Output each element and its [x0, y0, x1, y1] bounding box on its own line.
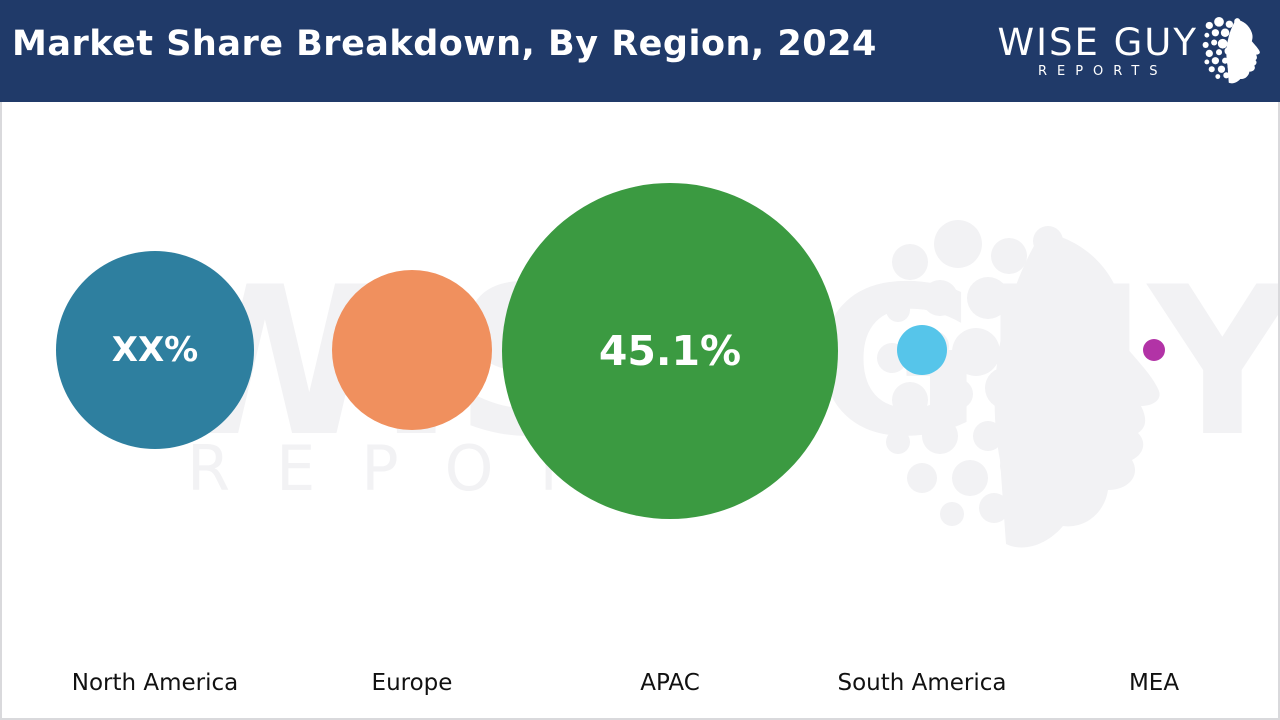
- category-label-apac: APAC: [640, 670, 700, 696]
- bubble-value-label: 45.1%: [598, 327, 742, 375]
- category-label-europe: Europe: [371, 670, 453, 696]
- watermark-face-icon: [877, 220, 1160, 548]
- header-bar: Market Share Breakdown, By Region, 2024 …: [0, 0, 1280, 102]
- category-label-mea: MEA: [1128, 670, 1180, 696]
- category-label-north-america: North America: [71, 670, 239, 696]
- logo-name-text: WISE GUY: [997, 21, 1198, 64]
- bubble-europe: [332, 270, 492, 430]
- bubble-mea: [1143, 339, 1165, 361]
- wiseguy-wordmark: WISE GUY REPORTS: [998, 24, 1198, 78]
- bubble-north-america: XX%: [56, 251, 254, 449]
- bubble-south-america: [897, 325, 947, 375]
- wiseguy-face-icon: [1202, 16, 1260, 84]
- wiseguy-logo: WISE GUY REPORTS: [998, 11, 1264, 91]
- logo-subtitle-text: REPORTS: [1037, 64, 1168, 79]
- chart-title: Market Share Breakdown, By Region, 2024: [12, 23, 877, 64]
- category-label-south-america: South America: [837, 670, 1007, 696]
- chart-area: WISE GUY REPORTS XX% 45.1% North Amer: [0, 102, 1280, 720]
- bubble-apac: 45.1%: [502, 183, 838, 519]
- bubble-value-label: XX%: [111, 330, 199, 370]
